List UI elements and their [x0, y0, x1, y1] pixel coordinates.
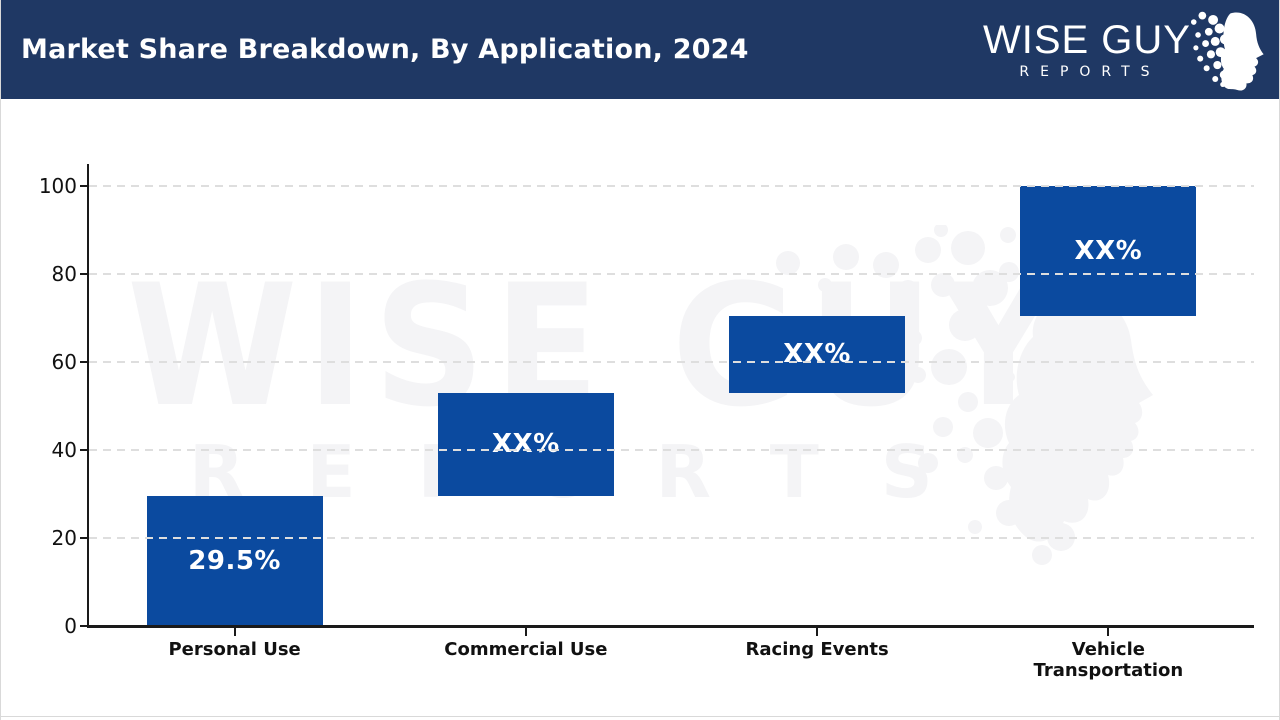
gridline — [89, 449, 1254, 451]
y-tick-mark — [80, 273, 87, 275]
y-tick-label: 40 — [51, 438, 77, 462]
x-axis-label: Racing Events — [745, 639, 889, 660]
x-tick-mark — [816, 628, 819, 636]
y-tick-mark — [80, 361, 87, 363]
gridline — [89, 361, 1254, 363]
logo-subtitle: REPORTS — [1019, 63, 1161, 80]
bar-personal-use: 29.5% — [146, 496, 323, 626]
y-tick-label: 80 — [51, 262, 77, 286]
bottom-divider — [1, 716, 1279, 717]
wiseguy-face-icon — [1190, 11, 1264, 91]
x-axis-line — [87, 625, 1254, 628]
y-tick-label: 20 — [51, 526, 77, 550]
wiseguy-logo: WISE GUY REPORTS — [983, 7, 1267, 93]
bar-value-label: XX% — [492, 429, 560, 460]
y-tick-mark — [80, 185, 87, 187]
y-tick-label: 100 — [38, 174, 77, 198]
x-tick-mark — [524, 628, 527, 636]
y-tick-label: 60 — [51, 350, 77, 374]
bar-vehicle-transportation: XX% — [1020, 186, 1197, 316]
x-axis-label: Personal Use — [168, 639, 301, 660]
y-tick-label: 0 — [64, 614, 77, 638]
watermark-head-icon — [776, 225, 1153, 565]
bar-value-label: XX% — [1074, 235, 1143, 266]
header: Market Share Breakdown, By Application, … — [1, 0, 1279, 99]
page-title: Market Share Breakdown, By Application, … — [21, 34, 749, 65]
logo-wordmark: WISE GUY — [982, 17, 1191, 62]
x-tick-mark — [1107, 628, 1110, 636]
x-axis-label: Vehicle Transportation — [1033, 639, 1184, 681]
y-axis-line — [87, 164, 89, 628]
bar-value-label: XX% — [783, 339, 851, 370]
x-tick-mark — [233, 628, 236, 636]
bar-commercial-use: XX% — [437, 392, 614, 497]
x-axis-label: Commercial Use — [444, 639, 608, 660]
y-tick-mark — [80, 537, 87, 539]
gridline — [89, 273, 1254, 275]
y-tick-mark — [80, 449, 87, 451]
bar-value-label: 29.5% — [188, 546, 281, 577]
y-tick-mark — [80, 625, 87, 627]
bar-racing-events: XX% — [729, 315, 906, 393]
gridline — [89, 185, 1254, 187]
gridline — [89, 537, 1254, 539]
